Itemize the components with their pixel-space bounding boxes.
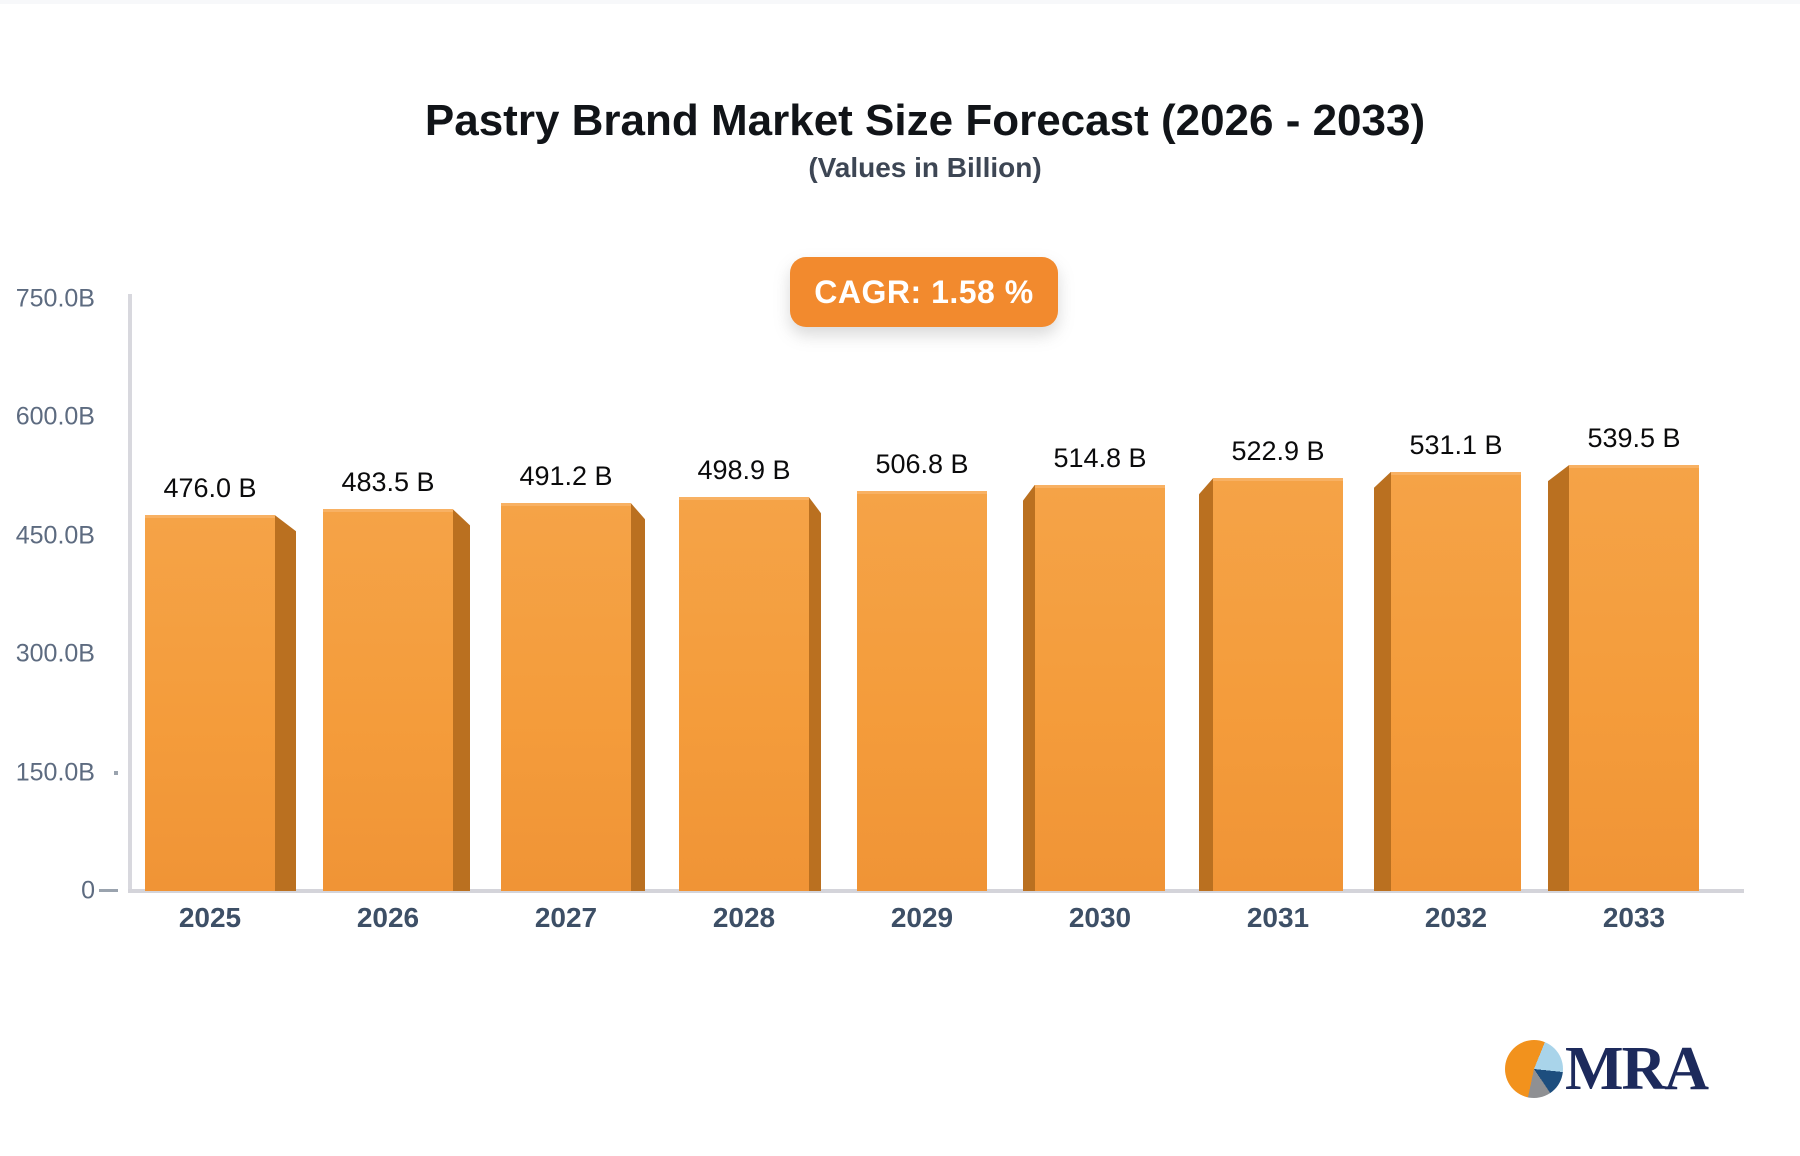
- chart-title: Pastry Brand Market Size Forecast (2026 …: [424, 96, 1426, 145]
- x-tick-label-2033: 2033: [1602, 902, 1666, 933]
- x-tick-label-2028: 2028: [712, 902, 776, 933]
- bar-2026: [323, 509, 453, 891]
- x-tick-label-2025: 2025: [178, 902, 242, 933]
- y-tick-mark: [114, 770, 118, 775]
- bar-value-label: 539.5 B: [1587, 423, 1681, 454]
- bar-side-face: [631, 503, 645, 891]
- y-tick-label: 0: [81, 876, 95, 905]
- bar-value-label: 498.9 B: [697, 455, 791, 486]
- y-tick-label: 150.0B: [15, 758, 95, 787]
- cagr-badge-label: CAGR: 1.58 %: [814, 273, 1034, 310]
- y-tick-mark: [99, 889, 118, 892]
- chart-subtitle: (Values in Billion): [808, 152, 1042, 183]
- bar-side-face: [1199, 478, 1213, 891]
- x-tick-label-2031: 2031: [1246, 902, 1310, 933]
- x-tick-label-2026: 2026: [356, 902, 420, 933]
- y-axis-line: [128, 294, 132, 891]
- bar-value-label: 514.8 B: [1053, 442, 1147, 473]
- x-tick-label-2027: 2027: [534, 902, 598, 933]
- bar-2028: [679, 497, 809, 891]
- bar-side-face: [275, 515, 296, 891]
- pie-chart-logo-icon: [1505, 1040, 1563, 1098]
- bar-side-face: [1548, 465, 1569, 891]
- bar-value-label: 476.0 B: [163, 473, 257, 504]
- y-tick-label: 300.0B: [15, 639, 95, 668]
- bar-value-label: 483.5 B: [341, 467, 435, 498]
- y-axis-labels: 750.0B 600.0B 450.0B 300.0B 150.0B 0: [0, 4, 95, 1156]
- bar-2025: [145, 515, 275, 891]
- mra-logo: MRA: [1505, 1035, 1709, 1103]
- logo-text: MRA: [1565, 1035, 1709, 1103]
- bar-side-face: [1374, 471, 1391, 891]
- bar-2030: [1035, 484, 1165, 891]
- y-tick-label: 600.0B: [15, 402, 95, 431]
- bar-2033: [1569, 465, 1699, 891]
- bar-value-label: 522.9 B: [1231, 436, 1325, 467]
- cagr-badge: CAGR: 1.58 %: [790, 257, 1058, 327]
- bar-value-label: 506.8 B: [875, 448, 969, 479]
- bar-2032: [1391, 471, 1521, 891]
- bar-2029: [857, 490, 987, 891]
- bar-value-label: 491.2 B: [519, 461, 613, 492]
- bar-side-face: [453, 509, 470, 891]
- bar-side-face: [1023, 484, 1035, 891]
- x-tick-label-2032: 2032: [1424, 902, 1488, 933]
- y-tick-label: 750.0B: [15, 284, 95, 313]
- x-tick-label-2029: 2029: [890, 902, 954, 933]
- bar-2027: [501, 503, 631, 891]
- bar-value-label: 531.1 B: [1409, 429, 1503, 460]
- bar-2031: [1213, 478, 1343, 891]
- y-tick-label: 450.0B: [15, 521, 95, 550]
- x-tick-label-2030: 2030: [1068, 902, 1132, 933]
- x-axis-baseline: [128, 889, 1744, 893]
- bar-side-face: [809, 497, 821, 891]
